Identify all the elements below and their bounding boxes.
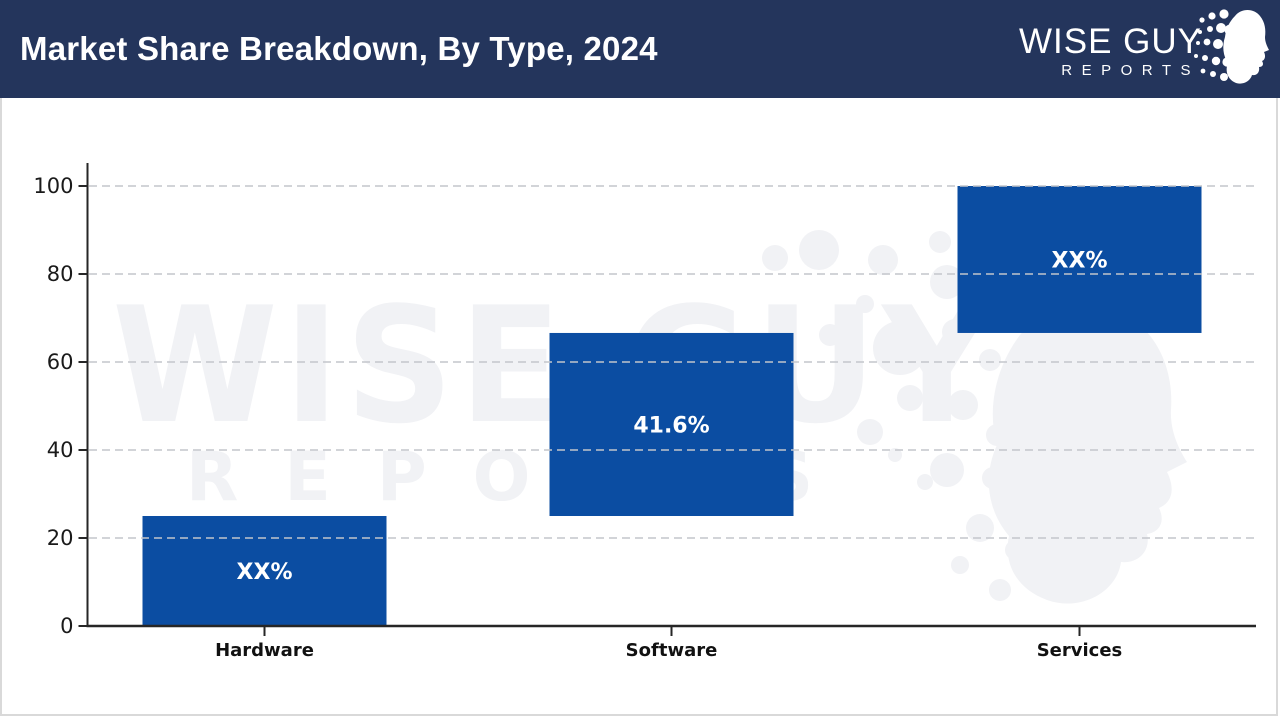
logo-face-icon bbox=[1194, 9, 1269, 84]
y-tick-label: 80 bbox=[47, 262, 74, 286]
bar-value-label: XX% bbox=[1052, 248, 1108, 273]
header-bar: Market Share Breakdown, By Type, 2024 WI… bbox=[0, 0, 1280, 98]
x-tick-label-services: Services bbox=[1037, 640, 1123, 661]
logo: WISE GUY REPORTS bbox=[1012, 4, 1272, 94]
bar-software bbox=[549, 332, 794, 516]
x-tick-label-software: Software bbox=[626, 640, 718, 661]
chart-plot-area: XX% 41.6% XX% 0 20 40 60 80 100 Hardware Software S… bbox=[33, 163, 1256, 661]
y-tick-label: 100 bbox=[33, 174, 73, 198]
bar-services bbox=[957, 186, 1202, 333]
bar-value-label: XX% bbox=[237, 560, 293, 585]
y-tick-label: 20 bbox=[47, 526, 74, 550]
logo-wordmark: WISE GUY bbox=[1018, 22, 1202, 61]
x-tick-label-hardware: Hardware bbox=[215, 640, 314, 661]
logo-reports: REPORTS bbox=[1061, 62, 1200, 79]
chart-title: Market Share Breakdown, By Type, 2024 bbox=[20, 30, 658, 67]
y-tick-label: 60 bbox=[47, 350, 74, 374]
y-tick-label: 40 bbox=[47, 438, 74, 462]
bar-hardware bbox=[142, 516, 387, 626]
y-tick-label: 0 bbox=[60, 614, 73, 638]
bar-value-label: 41.6% bbox=[633, 413, 709, 438]
watermark-face-icon bbox=[762, 230, 1187, 604]
